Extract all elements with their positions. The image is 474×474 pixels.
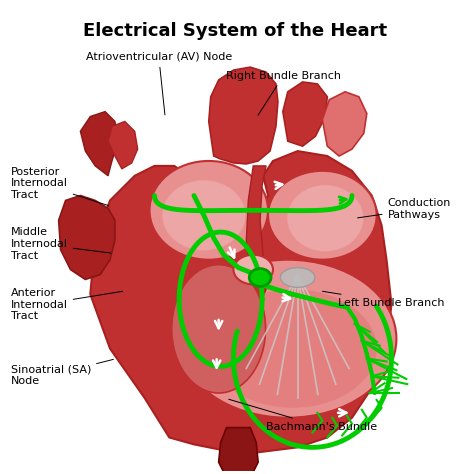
Polygon shape — [219, 428, 258, 472]
Polygon shape — [246, 166, 266, 309]
Text: Right Bundle Branch: Right Bundle Branch — [226, 71, 341, 115]
Ellipse shape — [234, 255, 273, 284]
Text: Conduction
Pathways: Conduction Pathways — [357, 198, 451, 220]
Ellipse shape — [179, 260, 396, 418]
Text: Left Bundle Branch: Left Bundle Branch — [322, 292, 445, 308]
Ellipse shape — [149, 161, 268, 260]
Text: Atrioventricular (AV) Node: Atrioventricular (AV) Node — [86, 52, 232, 115]
Polygon shape — [59, 195, 115, 280]
Polygon shape — [283, 82, 327, 146]
Ellipse shape — [268, 171, 377, 260]
Ellipse shape — [281, 268, 315, 287]
Text: Posterior
Internodal
Tract: Posterior Internodal Tract — [11, 166, 109, 206]
Ellipse shape — [162, 180, 246, 251]
Ellipse shape — [209, 289, 377, 408]
Text: Electrical System of the Heart: Electrical System of the Heart — [83, 22, 388, 40]
Polygon shape — [90, 151, 392, 452]
Polygon shape — [322, 92, 367, 156]
Text: Middle
Internodal
Tract: Middle Internodal Tract — [11, 228, 111, 261]
Text: Anterior
Internodal
Tract: Anterior Internodal Tract — [11, 288, 123, 321]
Polygon shape — [108, 121, 137, 169]
Ellipse shape — [249, 269, 271, 286]
Text: Bachmann's Bundle: Bachmann's Bundle — [229, 399, 377, 432]
Ellipse shape — [172, 264, 265, 393]
Ellipse shape — [287, 185, 364, 252]
Polygon shape — [209, 67, 278, 164]
Polygon shape — [81, 111, 118, 176]
Text: Sinoatrial (SA)
Node: Sinoatrial (SA) Node — [11, 359, 113, 386]
